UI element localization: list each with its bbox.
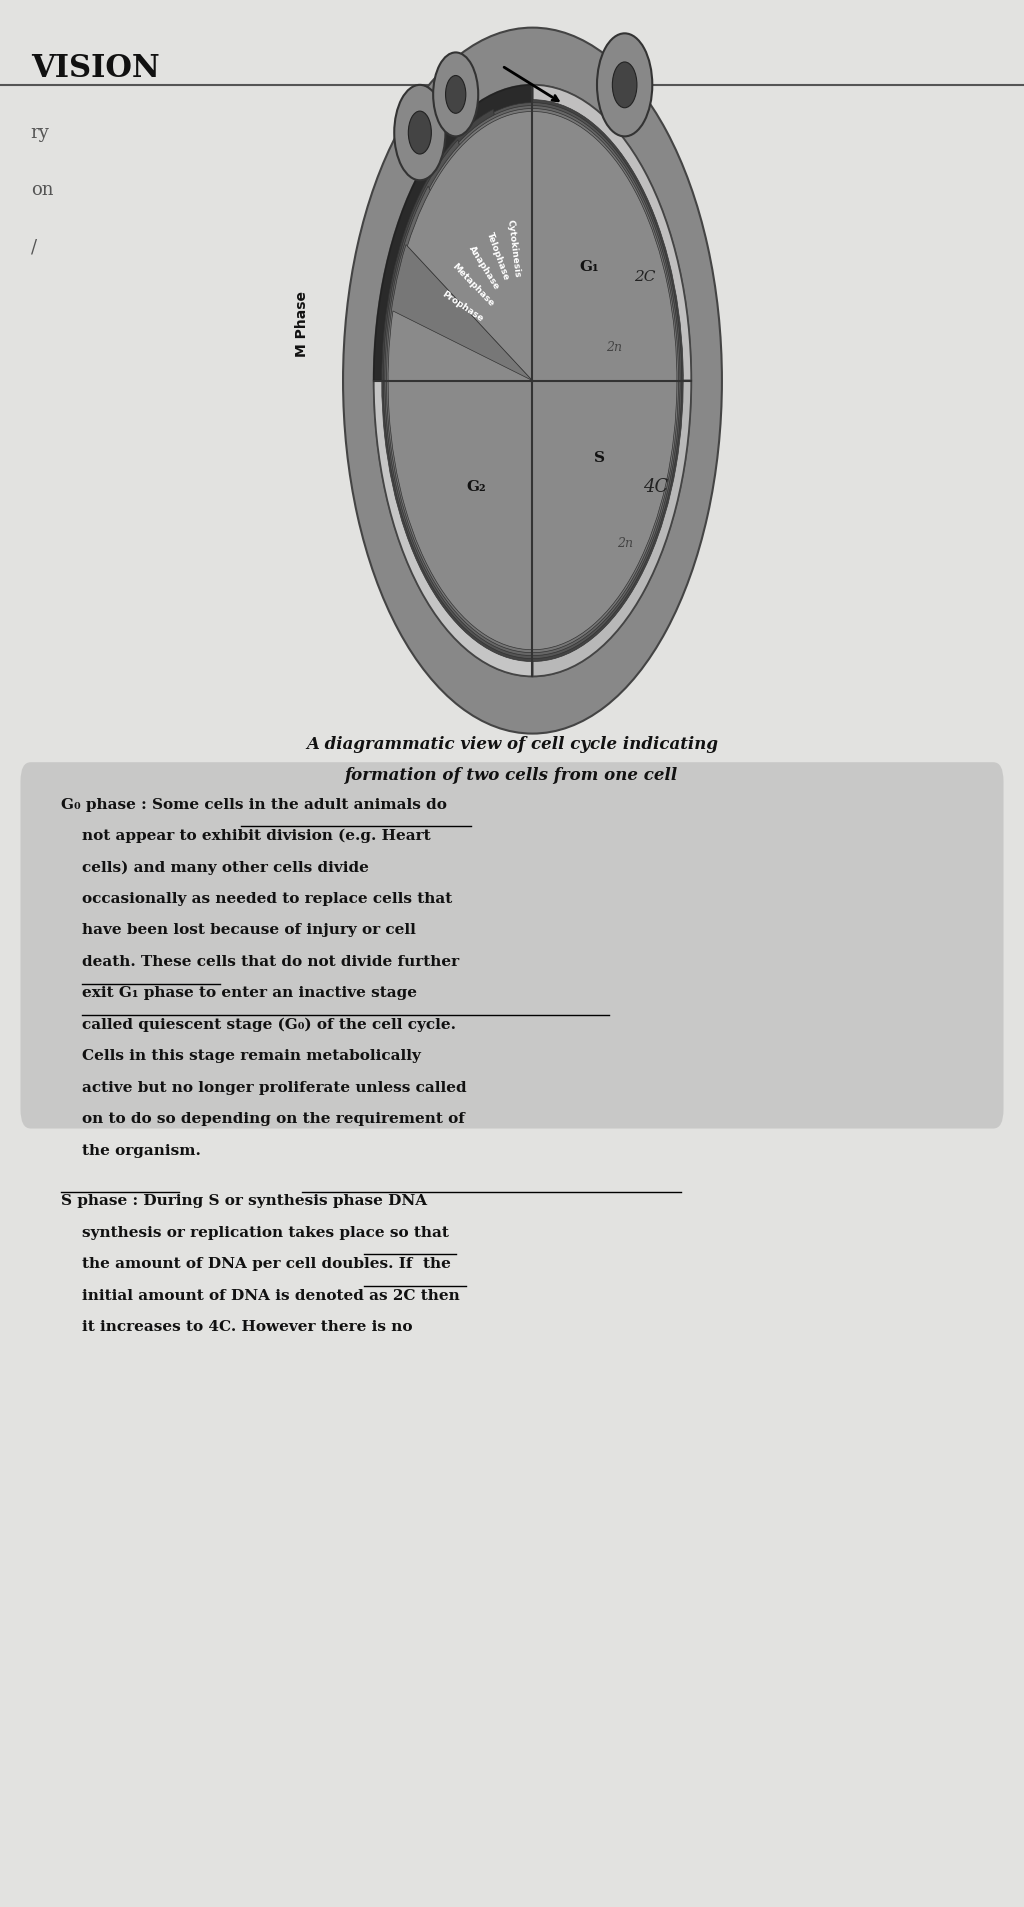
Wedge shape <box>386 109 679 654</box>
Text: exit G₁ phase to enter an inactive stage: exit G₁ phase to enter an inactive stage <box>61 986 418 999</box>
Circle shape <box>597 34 652 137</box>
Text: G₁: G₁ <box>579 259 599 275</box>
Circle shape <box>612 63 637 109</box>
Text: the amount of DNA per cell doubles. If  the: the amount of DNA per cell doubles. If t… <box>61 1257 452 1270</box>
Circle shape <box>433 53 478 137</box>
Text: on to do so depending on the requirement of: on to do so depending on the requirement… <box>61 1112 465 1125</box>
Text: the organism.: the organism. <box>61 1144 202 1158</box>
Wedge shape <box>388 113 677 650</box>
Text: it increases to 4C. However there is no: it increases to 4C. However there is no <box>61 1320 413 1333</box>
Text: cells) and many other cells divide: cells) and many other cells divide <box>61 860 370 875</box>
Text: not appear to exhibit division (e.g. Heart: not appear to exhibit division (e.g. Hea… <box>61 828 431 843</box>
Text: initial amount of DNA is denoted as 2C then: initial amount of DNA is denoted as 2C t… <box>61 1289 460 1302</box>
Text: Cells in this stage remain metabolically: Cells in this stage remain metabolically <box>61 1049 421 1062</box>
Text: Prophase: Prophase <box>440 290 485 324</box>
Text: synthesis or replication takes place so that: synthesis or replication takes place so … <box>61 1226 450 1240</box>
Text: formation of two cells from one cell: formation of two cells from one cell <box>345 767 679 784</box>
Text: have been lost because of injury or cell: have been lost because of injury or cell <box>61 923 417 936</box>
Wedge shape <box>385 107 680 656</box>
Text: A diagrammatic view of cell cycle indicating: A diagrammatic view of cell cycle indica… <box>306 736 718 753</box>
Wedge shape <box>374 381 532 677</box>
Text: VISION: VISION <box>31 53 160 84</box>
FancyBboxPatch shape <box>20 763 1004 1129</box>
Text: called quiescent stage (G₀) of the cell cycle.: called quiescent stage (G₀) of the cell … <box>61 1018 457 1032</box>
Text: Cytokinesis: Cytokinesis <box>506 219 521 278</box>
Text: Anaphase: Anaphase <box>467 244 502 292</box>
Circle shape <box>445 76 466 114</box>
Text: occasionally as needed to replace cells that: occasionally as needed to replace cells … <box>61 892 453 906</box>
Wedge shape <box>532 86 691 381</box>
Wedge shape <box>383 103 682 660</box>
Text: active but no longer proliferate unless called: active but no longer proliferate unless … <box>61 1079 467 1095</box>
Text: ry: ry <box>31 124 49 141</box>
Wedge shape <box>532 381 691 677</box>
Text: /: / <box>31 238 37 256</box>
Text: M Phase: M Phase <box>295 292 309 357</box>
Text: G₂: G₂ <box>466 479 486 494</box>
Text: 2n: 2n <box>606 341 623 353</box>
Circle shape <box>394 86 445 181</box>
Text: 2n: 2n <box>616 538 633 549</box>
Text: G₀ phase : Some cells in the adult animals do: G₀ phase : Some cells in the adult anima… <box>61 797 447 810</box>
Text: S: S <box>594 450 604 465</box>
Circle shape <box>409 113 431 154</box>
Text: on: on <box>31 181 53 198</box>
Text: Metaphase: Metaphase <box>450 261 496 309</box>
Text: S phase : During S or synthesis phase DNA: S phase : During S or synthesis phase DN… <box>61 1194 428 1207</box>
Wedge shape <box>382 101 683 662</box>
Text: Telophase: Telophase <box>484 231 511 282</box>
Text: death. These cells that do not divide further: death. These cells that do not divide fu… <box>61 955 460 969</box>
Text: 4C: 4C <box>643 477 668 496</box>
Wedge shape <box>374 86 532 381</box>
Text: 2C: 2C <box>635 269 655 284</box>
Wedge shape <box>343 29 722 734</box>
Circle shape <box>374 86 691 677</box>
